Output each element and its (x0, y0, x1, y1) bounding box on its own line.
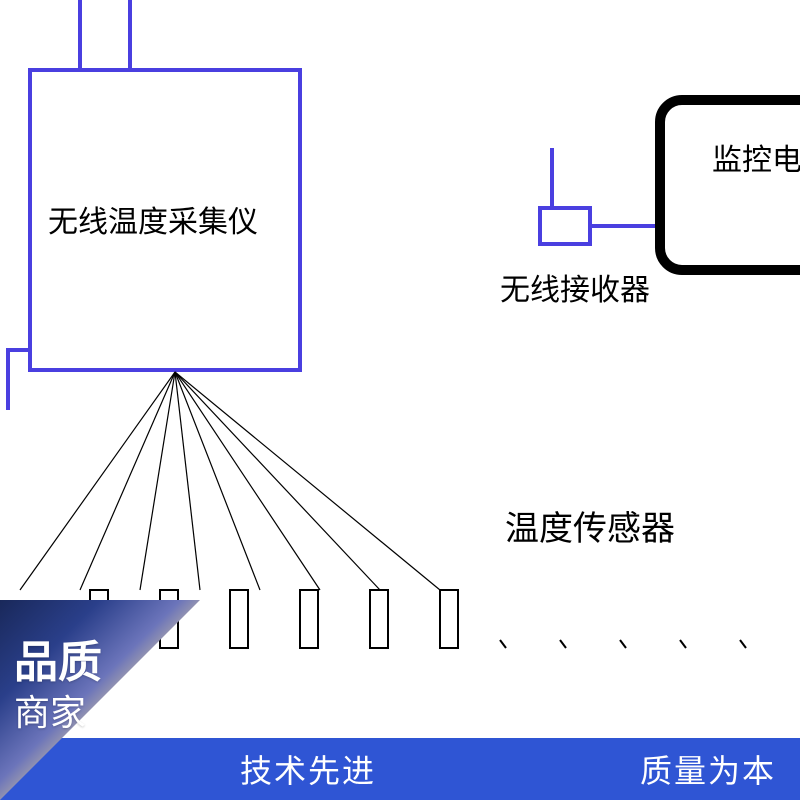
footer-left-text: 技术先进 (240, 746, 376, 792)
receiver-box (540, 208, 590, 244)
badge-line1: 品质 (14, 640, 102, 686)
collector-side-stub (8, 350, 30, 410)
corner-badge: 品质 商家 (0, 600, 200, 800)
footer-right-text: 质量为本 (640, 746, 776, 792)
sensor-label: 温度传感器 (505, 510, 675, 548)
collector-label: 无线温度采集仪 (48, 206, 258, 239)
badge-line2: 商家 (14, 694, 86, 732)
sensor-tick-row (500, 640, 746, 648)
monitor-box (660, 100, 800, 270)
receiver-label: 无线接收器 (500, 274, 650, 307)
fanout-lines (20, 372, 440, 590)
collector-antenna (80, 0, 130, 70)
monitor-label: 监控电 (712, 144, 800, 177)
